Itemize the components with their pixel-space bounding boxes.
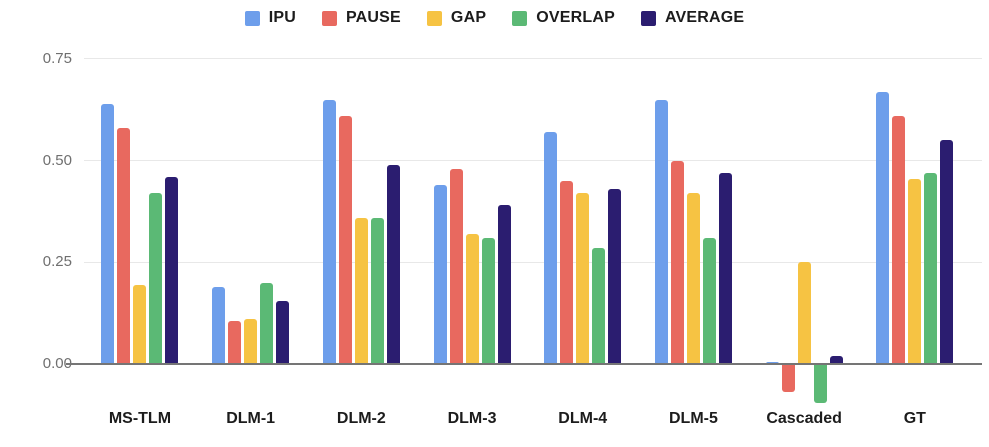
y-axis-tick-label: 0.50: [42, 151, 72, 169]
legend-label: GAP: [450, 9, 487, 26]
bar-dlm-2-average: [386, 164, 400, 364]
gridline: [84, 58, 982, 60]
bar-gt-overlap: [924, 172, 938, 364]
bar-dlm-4-ipu: [544, 132, 558, 364]
legend-item-ipu: IPU: [244, 9, 296, 27]
bar-dlm-3-gap: [465, 233, 479, 364]
bar-dlm-5-overlap: [702, 237, 716, 364]
bar-dlm-1-ipu: [212, 286, 226, 364]
bar-dlm-2-ipu: [322, 99, 336, 364]
x-axis-label-gt: GT: [903, 410, 926, 427]
bar-dlm-4-pause: [560, 180, 574, 364]
bar-ms-tlm-ipu: [101, 103, 115, 364]
legend-swatch-icon: [321, 10, 337, 26]
legend-label: OVERLAP: [536, 9, 615, 26]
legend-label: AVERAGE: [664, 9, 745, 26]
bar-dlm-1-average: [276, 300, 290, 364]
bar-dlm-5-ipu: [654, 99, 668, 364]
bar-cascaded-gap: [797, 262, 811, 364]
legend-item-average: AVERAGE: [640, 9, 745, 27]
x-axis-line: [66, 363, 982, 365]
bar-dlm-2-pause: [338, 115, 352, 364]
bar-dlm-3-overlap: [481, 237, 495, 364]
bar-dlm-5-pause: [670, 160, 684, 364]
legend-label: PAUSE: [345, 9, 401, 26]
bar-dlm-1-gap: [244, 319, 258, 364]
bar-ms-tlm-pause: [117, 128, 131, 364]
bar-dlm-2-gap: [354, 217, 368, 364]
legend-label: IPU: [268, 9, 296, 26]
bar-dlm-3-pause: [449, 168, 463, 364]
legend-swatch-icon: [426, 10, 442, 26]
bar-cascaded-average: [829, 355, 843, 364]
y-axis-tick-label: 0.00: [42, 355, 72, 372]
legend-swatch-icon: [640, 10, 656, 26]
bar-ms-tlm-gap: [133, 284, 147, 364]
bar-cascaded-pause: [781, 364, 795, 393]
bar-cascaded-overlap: [813, 364, 827, 403]
bar-gt-gap: [908, 178, 922, 364]
bar-dlm-5-gap: [686, 193, 700, 364]
bar-ms-tlm-overlap: [149, 193, 163, 364]
legend-item-overlap: OVERLAP: [512, 9, 615, 27]
bar-dlm-1-pause: [228, 321, 242, 364]
bar-dlm-4-overlap: [592, 248, 606, 364]
bar-gt-pause: [892, 115, 906, 364]
bar-dlm-3-average: [497, 205, 511, 364]
bar-gt-ipu: [876, 91, 890, 364]
legend-item-pause: PAUSE: [321, 9, 401, 27]
bar-dlm-4-gap: [576, 193, 590, 364]
gridline: [84, 160, 982, 162]
bar-dlm-1-overlap: [260, 282, 274, 364]
x-axis-label-cascaded: Cascaded: [766, 410, 842, 427]
bar-gt-average: [940, 140, 954, 364]
x-axis-label-dlm-5: DLM-5: [668, 410, 718, 427]
x-axis-label-dlm-2: DLM-2: [336, 410, 386, 427]
bar-cascaded-ipu: [765, 361, 779, 364]
legend-swatch-icon: [244, 10, 260, 26]
legend-item-gap: GAP: [426, 9, 487, 27]
x-axis-label-dlm-1: DLM-1: [226, 410, 276, 427]
x-axis-label-dlm-4: DLM-4: [558, 410, 608, 427]
bar-dlm-5-average: [718, 172, 732, 364]
legend-swatch-icon: [512, 10, 528, 26]
x-axis-label-ms-tlm: MS-TLM: [108, 410, 172, 427]
bar-dlm-3-ipu: [433, 185, 447, 364]
gridline: [84, 261, 982, 263]
legend: IPU PAUSE GAP OVERLAP AVERAGE: [0, 5, 989, 31]
bar-dlm-2-overlap: [370, 217, 384, 364]
x-axis-label-dlm-3: DLM-3: [447, 410, 497, 427]
bar-ms-tlm-average: [165, 176, 179, 364]
y-axis-tick-label: 0.25: [42, 253, 72, 271]
bar-dlm-4-average: [608, 189, 622, 364]
y-axis-tick-label: 0.75: [42, 49, 72, 67]
